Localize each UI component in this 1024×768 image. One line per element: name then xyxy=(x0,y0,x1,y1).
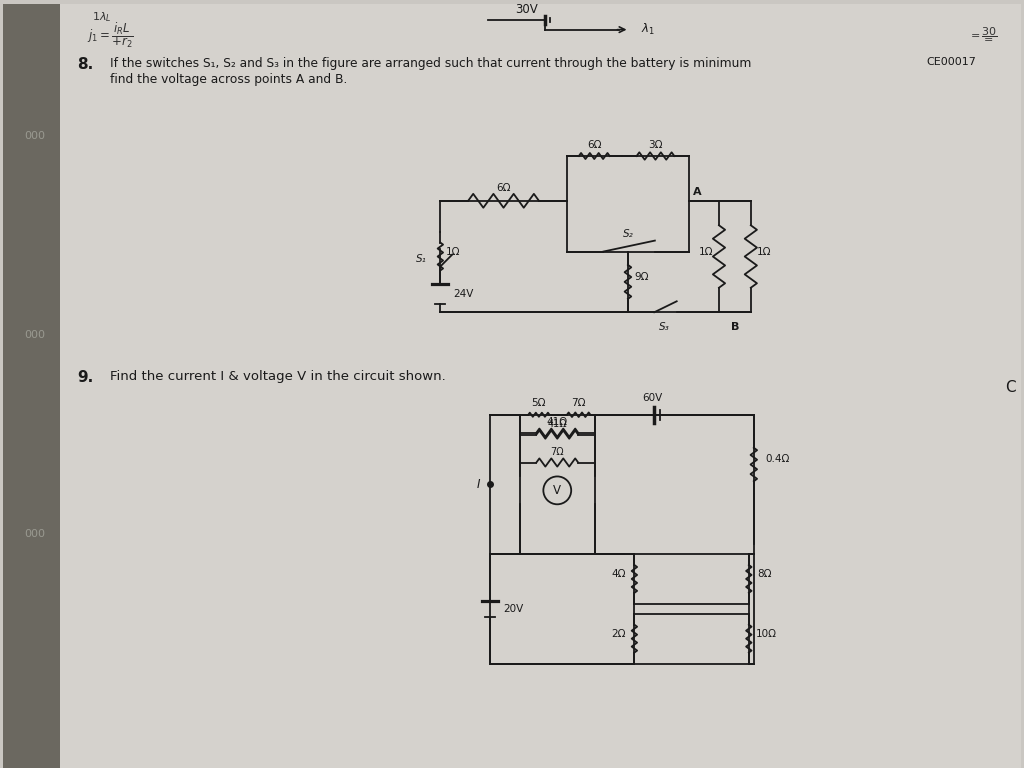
Text: I: I xyxy=(476,478,480,491)
Text: 10Ω: 10Ω xyxy=(757,629,777,639)
Text: 41Ω: 41Ω xyxy=(547,417,568,427)
Text: $1\lambda_L$: $1\lambda_L$ xyxy=(92,10,112,24)
Text: A: A xyxy=(693,187,701,197)
Text: find the voltage across points A and B.: find the voltage across points A and B. xyxy=(110,74,347,87)
Text: $= \dfrac{30}{=}$: $= \dfrac{30}{=}$ xyxy=(968,25,997,41)
Text: 2Ω: 2Ω xyxy=(611,629,626,639)
Text: 6Ω: 6Ω xyxy=(497,183,511,193)
Text: 41Ω: 41Ω xyxy=(548,419,567,429)
Text: 000: 000 xyxy=(24,529,45,539)
Text: $j_1 = \dfrac{i_R L}{+r_2}$: $j_1 = \dfrac{i_R L}{+r_2}$ xyxy=(87,20,133,50)
Text: Find the current I & voltage V in the circuit shown.: Find the current I & voltage V in the ci… xyxy=(110,370,445,383)
Text: 0.4Ω: 0.4Ω xyxy=(766,455,790,465)
Text: 8.: 8. xyxy=(77,58,93,72)
Text: S₂: S₂ xyxy=(623,229,633,239)
Text: 7Ω: 7Ω xyxy=(551,446,564,456)
Text: 6Ω: 6Ω xyxy=(587,140,601,150)
Text: S₁: S₁ xyxy=(416,253,426,263)
Text: B: B xyxy=(731,323,739,333)
Text: S₃: S₃ xyxy=(658,323,670,333)
Text: 5Ω: 5Ω xyxy=(531,398,546,408)
Text: 8Ω: 8Ω xyxy=(758,569,772,579)
Text: 60V: 60V xyxy=(642,392,663,402)
Text: 9.: 9. xyxy=(77,370,93,385)
Text: 9Ω: 9Ω xyxy=(635,272,649,282)
Text: 000: 000 xyxy=(24,131,45,141)
Text: 000: 000 xyxy=(24,330,45,340)
Text: 1Ω: 1Ω xyxy=(698,247,714,257)
Text: 24V: 24V xyxy=(454,290,474,300)
Text: C: C xyxy=(1005,380,1016,395)
Bar xyxy=(2,4,60,768)
Text: If the switches S₁, S₂ and S₃ in the figure are arranged such that current throu: If the switches S₁, S₂ and S₃ in the fig… xyxy=(110,58,752,71)
Text: 4Ω: 4Ω xyxy=(611,569,626,579)
Text: $\lambda_1$: $\lambda_1$ xyxy=(641,22,655,37)
Text: CE00017: CE00017 xyxy=(926,58,976,68)
Text: 20V: 20V xyxy=(503,604,523,614)
Text: V: V xyxy=(553,484,561,497)
Text: 1Ω: 1Ω xyxy=(757,247,771,257)
Text: 30V: 30V xyxy=(515,3,539,15)
Text: 3Ω: 3Ω xyxy=(648,140,663,150)
Text: 7Ω: 7Ω xyxy=(571,398,586,408)
Text: 1Ω: 1Ω xyxy=(446,247,461,257)
